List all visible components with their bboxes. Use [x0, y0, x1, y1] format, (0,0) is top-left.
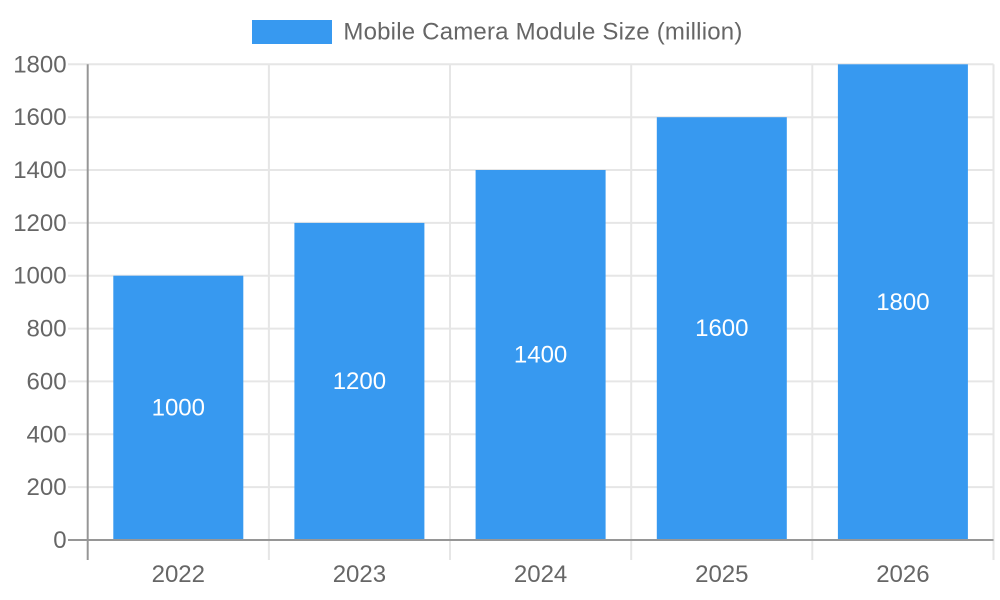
svg-text:800: 800: [27, 316, 67, 343]
svg-text:1200: 1200: [333, 368, 386, 395]
svg-text:1800: 1800: [876, 289, 929, 316]
svg-text:200: 200: [27, 474, 67, 501]
svg-text:2022: 2022: [152, 561, 205, 588]
svg-text:400: 400: [27, 421, 67, 448]
svg-text:1000: 1000: [13, 263, 66, 290]
svg-text:1800: 1800: [13, 51, 66, 78]
svg-text:Mobile Camera Module Size (mil: Mobile Camera Module Size (million): [343, 19, 742, 46]
svg-text:1200: 1200: [13, 210, 66, 237]
svg-text:1400: 1400: [514, 342, 567, 369]
svg-text:1600: 1600: [695, 315, 748, 342]
svg-text:2026: 2026: [876, 561, 929, 588]
svg-text:1600: 1600: [13, 104, 66, 131]
svg-text:2024: 2024: [514, 561, 567, 588]
svg-text:600: 600: [27, 368, 67, 395]
svg-text:2023: 2023: [333, 561, 386, 588]
svg-text:0: 0: [53, 527, 66, 554]
svg-text:2025: 2025: [695, 561, 748, 588]
svg-text:1400: 1400: [13, 157, 66, 184]
svg-text:1000: 1000: [152, 395, 205, 422]
